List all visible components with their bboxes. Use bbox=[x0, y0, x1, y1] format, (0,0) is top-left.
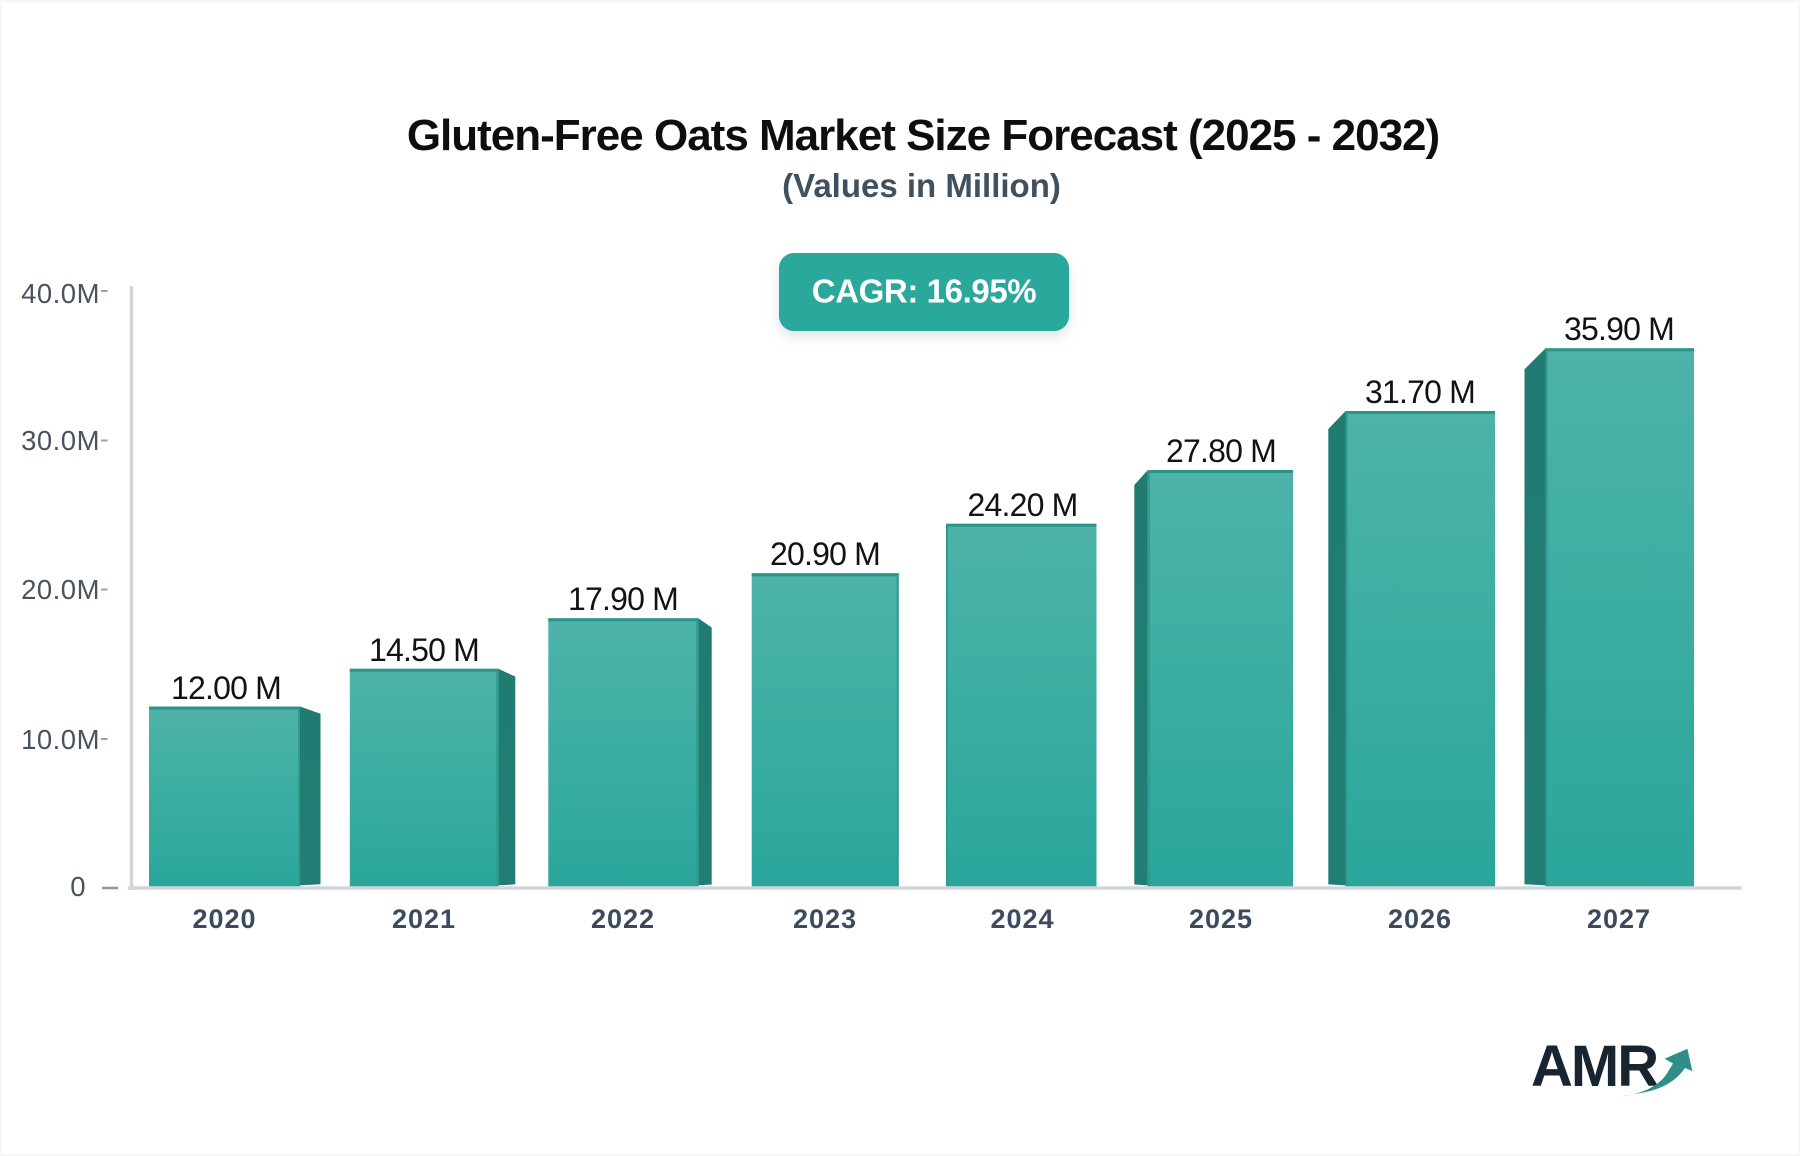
svg-text:27.80 M: 27.80 M bbox=[1166, 433, 1276, 469]
svg-text:20.90 M: 20.90 M bbox=[770, 536, 880, 572]
svg-text:14.50 M: 14.50 M bbox=[369, 632, 479, 668]
svg-text:2026: 2026 bbox=[1388, 904, 1452, 934]
svg-text:2020: 2020 bbox=[192, 904, 256, 934]
svg-text:2024: 2024 bbox=[990, 904, 1054, 934]
svg-text:20.0M: 20.0M bbox=[21, 574, 100, 605]
svg-text:Gluten-Free Oats Market Size F: Gluten-Free Oats Market Size Forecast (2… bbox=[407, 111, 1439, 160]
svg-text:30.0M: 30.0M bbox=[21, 425, 100, 456]
svg-text:AMR: AMR bbox=[1531, 1034, 1658, 1099]
svg-text:31.70 M: 31.70 M bbox=[1365, 374, 1475, 410]
svg-text:35.90 M: 35.90 M bbox=[1564, 311, 1674, 347]
svg-text:2027: 2027 bbox=[1587, 904, 1651, 934]
svg-text:2022: 2022 bbox=[591, 904, 655, 934]
svg-text:10.0M: 10.0M bbox=[21, 724, 100, 755]
svg-text:2025: 2025 bbox=[1189, 904, 1253, 934]
svg-text:17.90 M: 17.90 M bbox=[568, 581, 678, 617]
svg-text:(Values in Million): (Values in Million) bbox=[782, 167, 1061, 204]
svg-text:2021: 2021 bbox=[392, 904, 456, 934]
svg-text:0: 0 bbox=[70, 871, 86, 902]
svg-text:CAGR: 16.95%: CAGR: 16.95% bbox=[812, 273, 1037, 310]
svg-text:40.0M: 40.0M bbox=[21, 278, 100, 309]
svg-text:12.00 M: 12.00 M bbox=[171, 670, 281, 706]
svg-text:2023: 2023 bbox=[793, 904, 857, 934]
svg-text:24.20 M: 24.20 M bbox=[967, 487, 1077, 523]
